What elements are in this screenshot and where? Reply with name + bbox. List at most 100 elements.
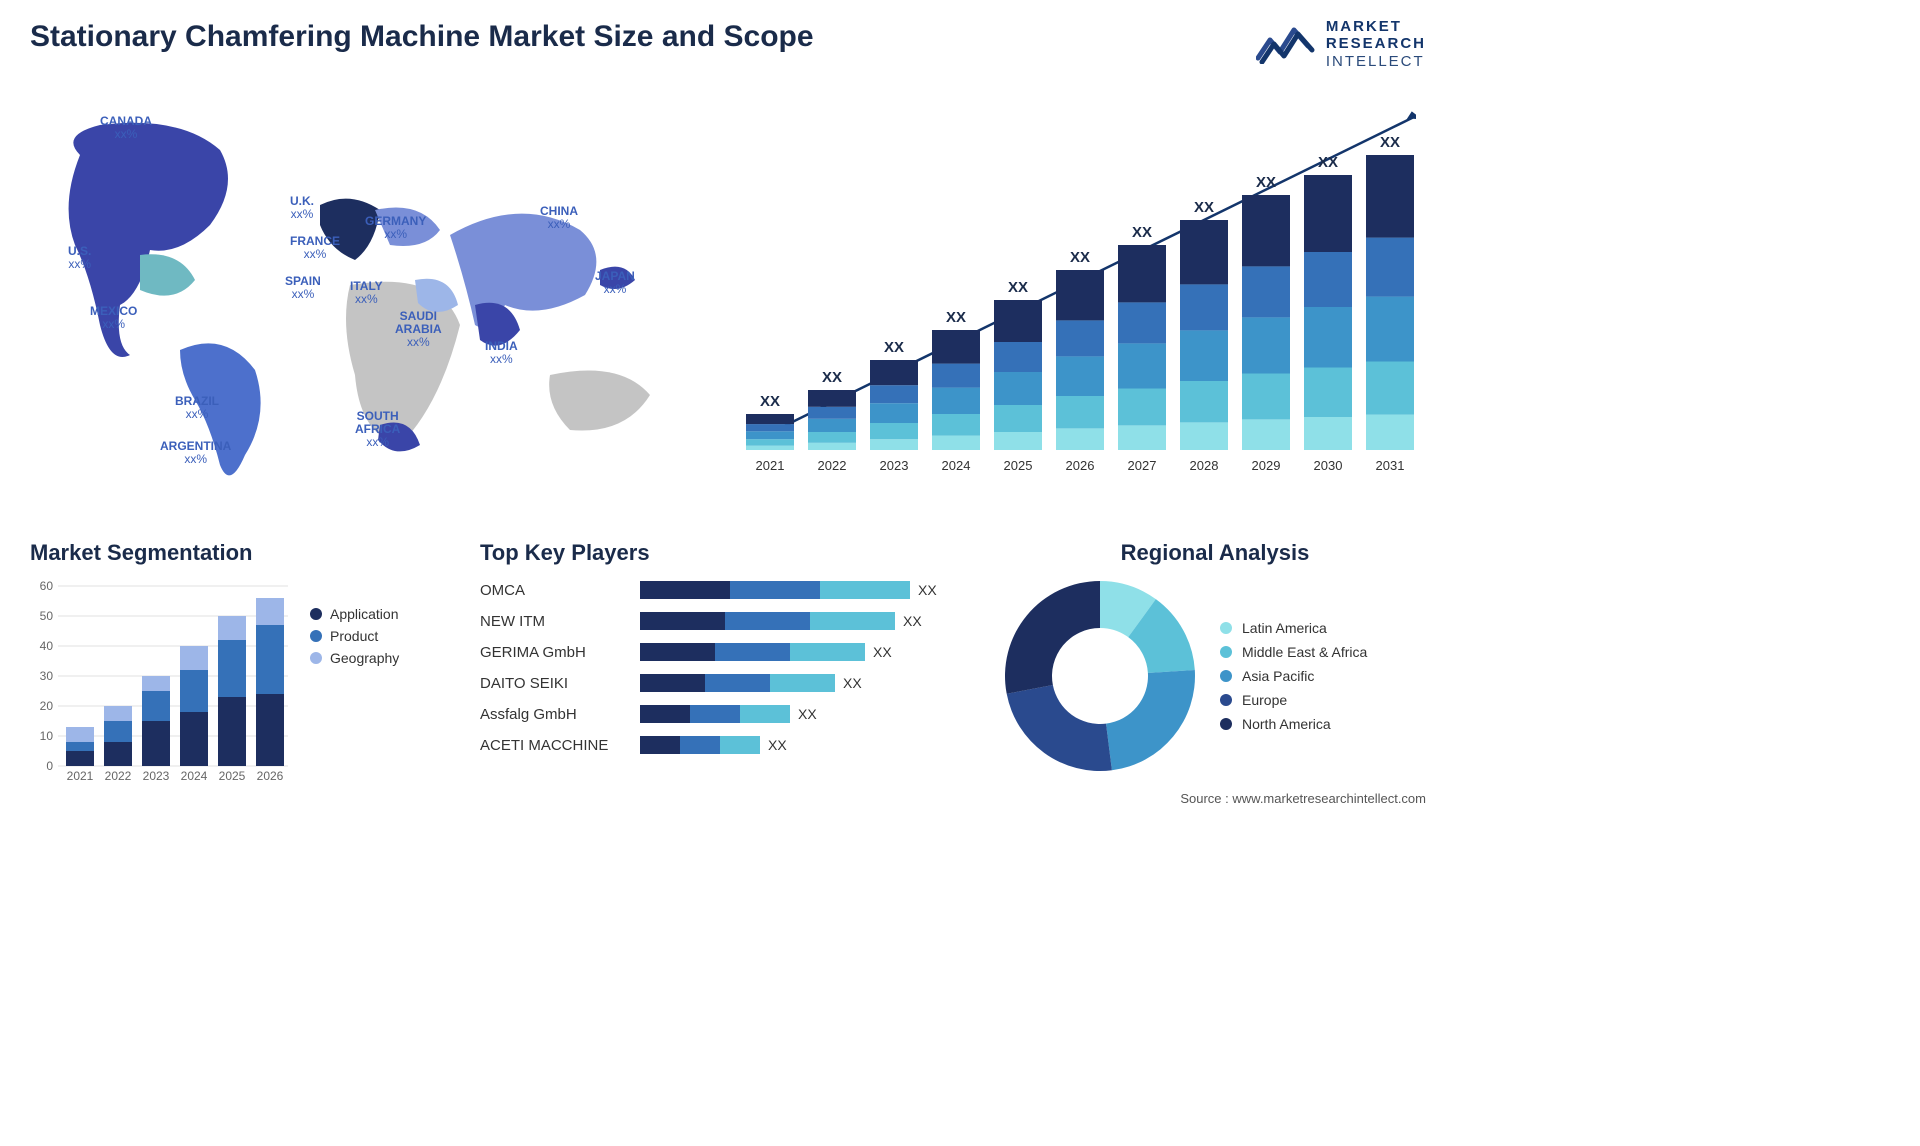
svg-text:XX: XX [884, 339, 904, 356]
svg-text:60: 60 [40, 579, 54, 593]
source-text: Source : www.marketresearchintellect.com [1180, 791, 1426, 806]
page-title: Stationary Chamfering Machine Market Siz… [30, 20, 814, 54]
svg-text:XX: XX [1318, 154, 1338, 171]
map-label-canada: CANADAxx% [100, 115, 152, 141]
key-player-bar [640, 581, 910, 599]
map-label-u-k-: U.K.xx% [290, 195, 314, 221]
key-player-row: NEW ITM XX [480, 607, 960, 635]
key-player-bar [640, 674, 835, 692]
svg-text:XX: XX [1070, 249, 1090, 266]
svg-text:2024: 2024 [942, 458, 971, 473]
svg-text:2021: 2021 [67, 769, 94, 783]
map-label-mexico: MEXICOxx% [90, 305, 137, 331]
map-australia [549, 371, 650, 431]
key-player-value: XX [903, 613, 922, 629]
svg-text:2022: 2022 [105, 769, 132, 783]
map-label-spain: SPAINxx% [285, 275, 321, 301]
regional-legend: Latin AmericaMiddle East & AfricaAsia Pa… [1220, 612, 1367, 740]
svg-text:XX: XX [1194, 199, 1214, 216]
donut-slice [1106, 670, 1195, 770]
svg-text:10: 10 [40, 729, 54, 743]
regional-legend-item: Latin America [1220, 620, 1367, 636]
segmentation-legend: Application Product Geography [310, 600, 399, 672]
map-label-italy: ITALYxx% [350, 280, 383, 306]
svg-text:XX: XX [946, 309, 966, 326]
svg-text:2026: 2026 [1066, 458, 1095, 473]
svg-text:XX: XX [1008, 279, 1028, 296]
svg-text:2022: 2022 [818, 458, 847, 473]
svg-text:50: 50 [40, 609, 54, 623]
svg-text:XX: XX [1380, 134, 1400, 151]
svg-text:2027: 2027 [1128, 458, 1157, 473]
seg-legend-item: Product [310, 628, 399, 644]
key-player-row: DAITO SEIKI XX [480, 669, 960, 697]
growth-chart: XX 2021 XX 2022 XX 2023 XX 2024 XX 2025 XX 2026 XX 20… [736, 110, 1416, 485]
segmentation-chart: 0102030405060202120222023202420252026 [30, 576, 290, 786]
map-label-india: INDIAxx% [485, 340, 518, 366]
regional-legend-item: North America [1220, 716, 1367, 732]
key-player-row: ACETI MACCHINEXX [480, 731, 960, 759]
svg-text:0: 0 [46, 759, 53, 773]
svg-text:XX: XX [760, 393, 780, 410]
regional-legend-item: Middle East & Africa [1220, 644, 1367, 660]
map-label-japan: JAPANxx% [595, 270, 635, 296]
key-player-row: GERIMA GmbH XX [480, 638, 960, 666]
svg-text:2025: 2025 [1004, 458, 1033, 473]
svg-text:XX: XX [822, 369, 842, 386]
map-label-argentina: ARGENTINAxx% [160, 440, 231, 466]
logo-icon [1256, 24, 1316, 64]
seg-legend-item: Application [310, 606, 399, 622]
key-player-row: Assfalg GmbH XX [480, 700, 960, 728]
map-label-south-africa: SOUTHAFRICAxx% [355, 410, 400, 450]
svg-text:XX: XX [1132, 224, 1152, 241]
key-player-name: DAITO SEIKI [480, 675, 640, 692]
svg-text:20: 20 [40, 699, 54, 713]
map-label-saudi-arabia: SAUDIARABIAxx% [395, 310, 442, 350]
svg-text:2029: 2029 [1252, 458, 1281, 473]
key-player-bar [640, 612, 895, 630]
key-players-section: Top Key Players OMCAXXNEW ITMXXGERIMA Gm… [480, 540, 960, 762]
key-player-bar [640, 736, 760, 754]
svg-text:2023: 2023 [880, 458, 909, 473]
segmentation-section: Market Segmentation 0 10 20 30 40 50 60 2021 202… [30, 540, 430, 791]
svg-text:XX: XX [1256, 174, 1276, 191]
svg-text:2028: 2028 [1190, 458, 1219, 473]
svg-text:30: 30 [40, 669, 54, 683]
key-player-value: XX [873, 644, 892, 660]
key-player-value: XX [918, 582, 937, 598]
map-label-u-s-: U.S.xx% [68, 245, 91, 271]
key-players-title: Top Key Players [480, 540, 960, 566]
segmentation-title: Market Segmentation [30, 540, 430, 566]
map-label-china: CHINAxx% [540, 205, 578, 231]
donut-chart [1000, 576, 1200, 776]
growth-svg: XX 2021 XX 2022 XX 2023 XX 2024 XX 2025 XX 2026 XX 20… [736, 110, 1416, 485]
key-player-value: XX [798, 706, 817, 722]
key-player-row: OMCA XX [480, 576, 960, 604]
donut-slice [1007, 685, 1112, 771]
logo: MARKET RESEARCH INTELLECT [1256, 18, 1426, 70]
svg-text:40: 40 [40, 639, 54, 653]
world-map: CANADAxx% U.S.xx% MEXICOxx% BRAZILxx% ARGENT… [20, 95, 700, 495]
key-player-name: NEW ITM [480, 613, 640, 630]
key-player-bar [640, 643, 865, 661]
logo-text: MARKET RESEARCH INTELLECT [1326, 18, 1426, 70]
svg-text:2023: 2023 [143, 769, 170, 783]
seg-legend-item: Geography [310, 650, 399, 666]
svg-text:2026: 2026 [257, 769, 284, 783]
key-player-bar [640, 705, 790, 723]
svg-text:2024: 2024 [181, 769, 208, 783]
map-us-south [140, 254, 195, 295]
key-player-value: XX [843, 675, 862, 691]
map-label-germany: GERMANYxx% [365, 215, 426, 241]
regional-legend-item: Europe [1220, 692, 1367, 708]
svg-text:2031: 2031 [1376, 458, 1405, 473]
key-player-name: OMCA [480, 582, 640, 599]
key-player-name: ACETI MACCHINE [480, 737, 640, 754]
key-players-rows: OMCA XX NEW ITM XX GERIMA GmbH XX DAITO SEIKI X… [480, 576, 960, 759]
map-label-brazil: BRAZILxx% [175, 395, 219, 421]
svg-text:2021: 2021 [756, 458, 785, 473]
key-player-name: GERIMA GmbH [480, 644, 640, 661]
regional-title: Regional Analysis [1000, 540, 1430, 566]
key-player-name: Assfalg GmbH [480, 706, 640, 723]
svg-text:2030: 2030 [1314, 458, 1343, 473]
